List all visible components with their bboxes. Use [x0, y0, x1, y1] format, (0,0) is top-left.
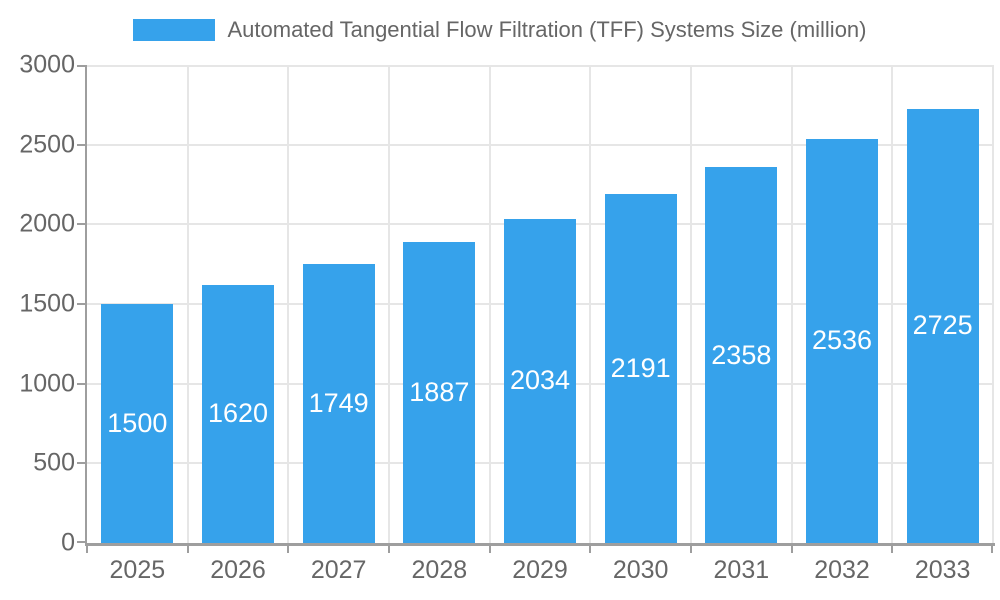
legend-swatch-icon — [133, 19, 216, 42]
bar-2030: 2191 — [604, 193, 677, 543]
plot-area: 1500 1620 1749 1887 2034 2191 2358 2536 2725 0 50… — [19, 51, 995, 584]
bar-2025: 1500 — [101, 304, 174, 543]
y-axis-tick-label: 0 — [61, 528, 75, 557]
gridline-horizontal — [87, 65, 993, 67]
x-axis-tick — [690, 546, 692, 553]
x-axis-tick-label: 2031 — [713, 556, 770, 584]
x-axis-tick-label: 2028 — [411, 556, 468, 584]
gridline-horizontal — [87, 143, 993, 146]
y-axis-tick — [77, 382, 85, 385]
gridline-vertical — [790, 65, 793, 543]
x-axis-tick — [891, 546, 894, 553]
gridline-vertical — [287, 65, 290, 543]
x-axis-tick-label: 2033 — [914, 556, 971, 584]
bar-2033: 2725 — [906, 108, 979, 543]
y-axis-tick-label: 2000 — [19, 209, 75, 238]
x-axis-tick — [790, 546, 793, 553]
x-axis-tick — [287, 546, 290, 553]
bar-2026: 1620 — [202, 284, 274, 543]
bar-2031: 2358 — [705, 167, 778, 543]
y-axis-tick — [77, 541, 85, 543]
gridline-vertical — [488, 65, 491, 543]
bar-2028: 1887 — [403, 242, 476, 543]
gridline-vertical — [891, 65, 894, 543]
y-axis-tick-label: 1000 — [19, 369, 75, 398]
y-axis-tick — [77, 65, 85, 67]
x-axis-tick-label: 2026 — [210, 556, 266, 584]
y-axis-tick — [77, 462, 85, 465]
x-axis-tick-label: 2030 — [612, 556, 669, 584]
bar-2027: 1749 — [302, 264, 375, 543]
gridline-vertical — [589, 65, 592, 543]
bar-value-label: 2725 — [912, 310, 973, 341]
gridline-vertical — [388, 65, 390, 543]
legend-label: Automated Tangential Flow Filtration (TF… — [227, 17, 867, 42]
bar-2032: 2536 — [806, 138, 878, 543]
y-axis-tick-label: 2500 — [19, 130, 75, 159]
x-axis-line — [85, 543, 995, 546]
y-axis-tick — [77, 223, 85, 226]
bar-2029: 2034 — [504, 218, 576, 543]
x-axis-tick-label: 2032 — [814, 556, 870, 584]
y-axis-tick — [77, 303, 85, 305]
y-axis-tick-label: 3000 — [19, 50, 75, 79]
x-axis-tick — [991, 546, 993, 553]
x-axis-tick — [86, 546, 88, 553]
x-axis-tick — [186, 546, 189, 553]
bar-value-label: 2536 — [811, 325, 873, 356]
x-axis-tick — [589, 546, 592, 553]
bar-value-label: 1887 — [409, 377, 470, 408]
bar-value-label: 1500 — [107, 408, 168, 438]
x-axis-tick-label: 2027 — [310, 556, 367, 584]
bar-value-label: 2191 — [610, 352, 671, 383]
y-axis-line — [85, 65, 87, 543]
x-axis-tick — [488, 546, 491, 553]
bar-value-label: 1749 — [308, 388, 369, 419]
bar-value-label: 2034 — [509, 365, 571, 396]
bar-value-label: 2358 — [711, 339, 772, 370]
gridline-vertical — [992, 65, 994, 543]
gridline-vertical — [186, 65, 189, 543]
legend[interactable]: Automated Tangential Flow Filtration (TF… — [0, 17, 1000, 43]
y-axis-tick — [77, 143, 85, 146]
bar-value-label: 1620 — [207, 398, 269, 429]
y-axis-tick-label: 500 — [33, 448, 75, 477]
y-axis-tick-label: 1500 — [19, 289, 75, 318]
gridline-vertical — [690, 65, 692, 543]
x-axis-tick-label: 2025 — [109, 556, 166, 584]
x-axis-tick-label: 2029 — [512, 556, 568, 584]
x-axis-tick — [388, 546, 390, 553]
